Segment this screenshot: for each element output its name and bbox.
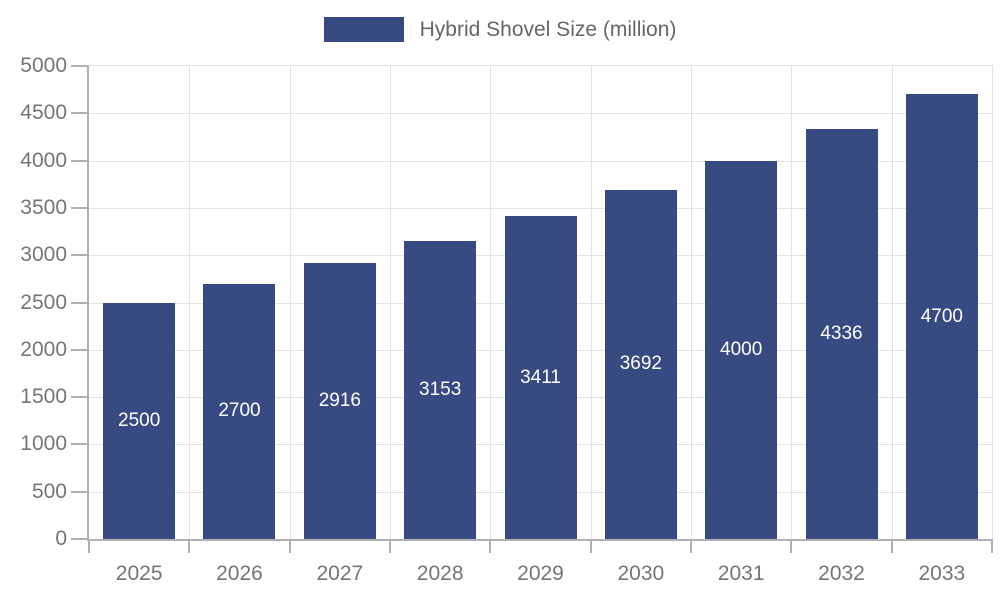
x-axis-tick — [188, 539, 191, 553]
y-axis-tick — [71, 254, 87, 257]
y-axis-tick — [71, 348, 87, 351]
bar-value-label: 4336 — [820, 322, 863, 344]
y-axis-tick — [71, 159, 87, 162]
y-axis-tick — [71, 112, 87, 115]
x-axis-tick — [288, 539, 291, 553]
y-axis-tick — [71, 65, 87, 67]
v-gridline — [590, 66, 592, 539]
x-axis-tick — [489, 539, 492, 553]
bar: 3153 — [404, 240, 477, 539]
y-tick-label: 4000 — [20, 148, 67, 172]
v-gridline — [289, 66, 291, 539]
bar-value-label: 3153 — [419, 378, 462, 400]
bar-value-label: 2500 — [118, 409, 161, 431]
chart-legend: Hybrid Shovel Size (million) — [0, 17, 1000, 42]
v-gridline — [791, 66, 793, 539]
bar-value-label: 4700 — [920, 305, 963, 327]
v-gridline — [189, 66, 191, 539]
x-tick-label: 2025 — [115, 562, 163, 585]
bar: 4000 — [705, 160, 778, 539]
y-tick-label: 3500 — [20, 195, 67, 219]
bar-value-label: 3411 — [520, 366, 561, 388]
y-tick-label: 5000 — [20, 54, 67, 77]
bar: 4336 — [805, 128, 878, 539]
v-gridline — [389, 66, 391, 539]
h-gridline — [89, 207, 992, 209]
y-tick-label: 500 — [31, 479, 67, 503]
v-gridline — [891, 66, 893, 539]
bar-value-label: 2916 — [318, 390, 361, 412]
x-tick-label: 2029 — [517, 562, 564, 585]
x-axis-tick — [88, 539, 90, 553]
y-axis-tick — [71, 301, 87, 304]
y-tick-label: 1500 — [20, 385, 67, 409]
x-tick-label: 2027 — [316, 562, 364, 585]
legend-label: Hybrid Shovel Size (million) — [419, 17, 677, 41]
y-tick-label: 1000 — [20, 432, 67, 456]
legend-swatch — [323, 17, 404, 42]
x-axis-tick — [890, 539, 893, 553]
bar: 2916 — [303, 263, 376, 539]
x-tick-label: 2033 — [918, 562, 966, 585]
bar: 2500 — [103, 302, 176, 539]
bar-value-label: 2700 — [218, 400, 261, 422]
bar: 4700 — [905, 94, 978, 539]
y-tick-label: 4500 — [20, 101, 67, 125]
v-gridline — [690, 66, 692, 539]
x-axis-tick — [689, 539, 692, 553]
plot-area: 0 500 1000 1500 2000 2500 3000 3500 4000 4500 5000… — [20, 54, 993, 585]
y-tick-label: 2000 — [20, 337, 67, 361]
x-tick-label: 2032 — [818, 562, 865, 585]
y-tick-label: 3000 — [20, 243, 67, 267]
bar: 2700 — [203, 283, 276, 539]
bar-value-label: 3692 — [619, 353, 662, 375]
h-gridline — [89, 160, 992, 162]
bar: 3692 — [604, 189, 677, 539]
x-tick-label: 2030 — [617, 562, 665, 585]
x-axis-tick — [388, 539, 391, 553]
y-axis-tick — [71, 490, 87, 493]
x-axis-tick — [991, 539, 993, 553]
h-gridline — [89, 113, 992, 115]
x-axis-tick — [589, 539, 592, 553]
bar-value-label: 4000 — [720, 338, 763, 360]
x-tick-label: 2031 — [717, 562, 765, 585]
y-axis-tick — [71, 396, 87, 399]
y-axis-tick — [71, 443, 87, 446]
x-tick-label: 2026 — [216, 562, 263, 585]
y-axis-tick — [71, 206, 87, 209]
x-axis-tick — [790, 539, 793, 553]
y-axis-tick — [71, 538, 87, 540]
v-gridline — [490, 66, 492, 539]
bar: 3411 — [504, 216, 577, 539]
x-tick-label: 2028 — [416, 562, 464, 585]
y-tick-label: 0 — [55, 527, 67, 550]
y-tick-label: 2500 — [20, 290, 67, 314]
